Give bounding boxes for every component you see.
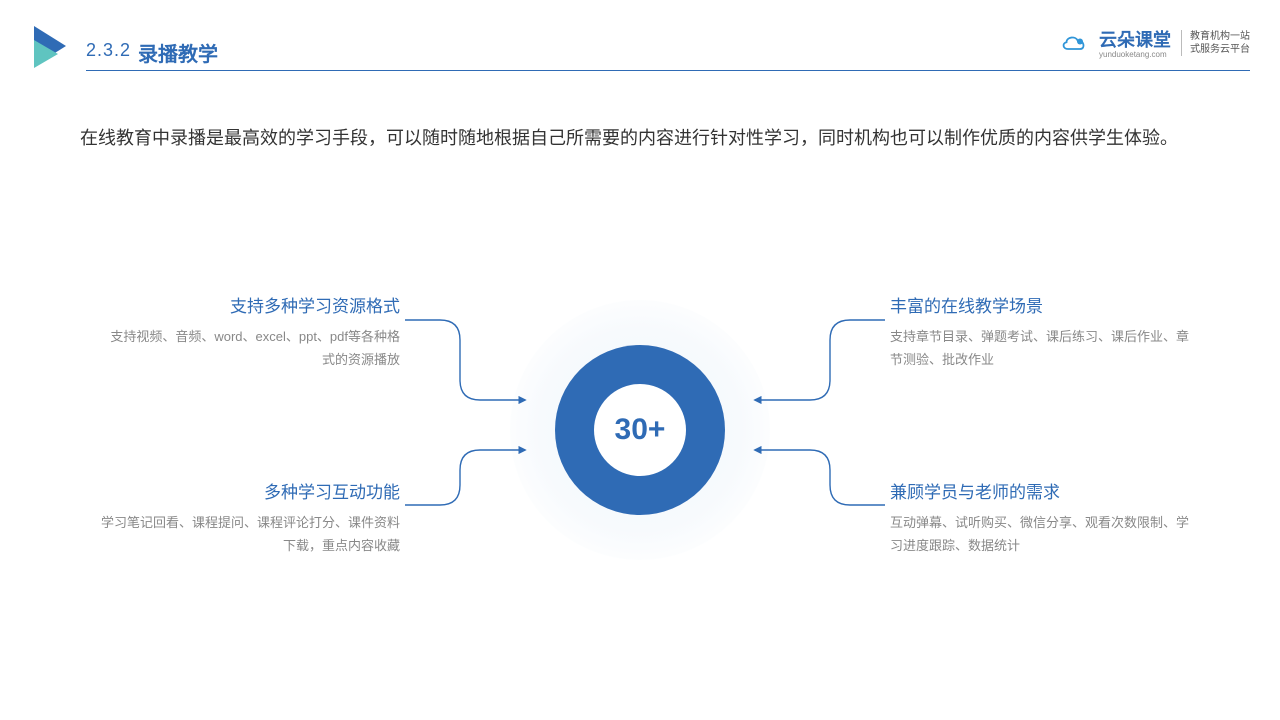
header-rule	[86, 70, 1250, 71]
ring-value: 30+	[594, 384, 686, 476]
feature-bottom-right: 兼顾学员与老师的需求 互动弹幕、试听购买、微信分享、观看次数限制、学习进度跟踪、…	[890, 478, 1190, 558]
connector-tr	[755, 320, 885, 400]
feature-bottom-left: 多种学习互动功能 学习笔记回看、课程提问、课程评论打分、课件资料下载，重点内容收…	[100, 478, 400, 558]
feature-top-left: 支持多种学习资源格式 支持视频、音频、word、excel、ppt、pdf等各种…	[100, 292, 400, 372]
feature-top-right: 丰富的在线教学场景 支持章节目录、弹题考试、课后练习、课后作业、章节测验、批改作…	[890, 292, 1190, 372]
section-number: 2.3.2	[86, 40, 131, 61]
feature-desc: 学习笔记回看、课程提问、课程评论打分、课件资料下载，重点内容收藏	[100, 511, 400, 558]
feature-desc: 互动弹幕、试听购买、微信分享、观看次数限制、学习进度跟踪、数据统计	[890, 511, 1190, 558]
feature-title: 兼顾学员与老师的需求	[890, 478, 1190, 503]
connector-bl	[405, 450, 525, 505]
feature-title: 丰富的在线教学场景	[890, 292, 1190, 317]
feature-desc: 支持视频、音频、word、excel、ppt、pdf等各种格式的资源播放	[100, 325, 400, 372]
intro-paragraph: 在线教育中录播是最高效的学习手段，可以随时随地根据自己所需要的内容进行针对性学习…	[80, 120, 1200, 156]
brand-name: 云朵课堂	[1099, 26, 1171, 52]
feature-title: 多种学习互动功能	[100, 478, 400, 503]
brand-logo: 云朵课堂 yunduoketang.com 教育机构一站式服务云平台	[1059, 26, 1250, 59]
center-ring-graphic: 30+	[510, 300, 770, 560]
section-title: 录播教学	[138, 38, 218, 67]
brand-tagline: 教育机构一站式服务云平台	[1181, 30, 1250, 56]
feature-desc: 支持章节目录、弹题考试、课后练习、课后作业、章节测验、批改作业	[890, 325, 1190, 372]
connector-br	[755, 450, 885, 505]
slide-header: 2.3.2 录播教学 云朵课堂 yunduoketang.com 教育机构一站式…	[30, 30, 1250, 80]
brand-domain: yunduoketang.com	[1099, 50, 1171, 59]
connector-tl	[405, 320, 525, 400]
play-icon	[30, 22, 74, 70]
cloud-icon	[1059, 32, 1089, 54]
feature-title: 支持多种学习资源格式	[100, 292, 400, 317]
